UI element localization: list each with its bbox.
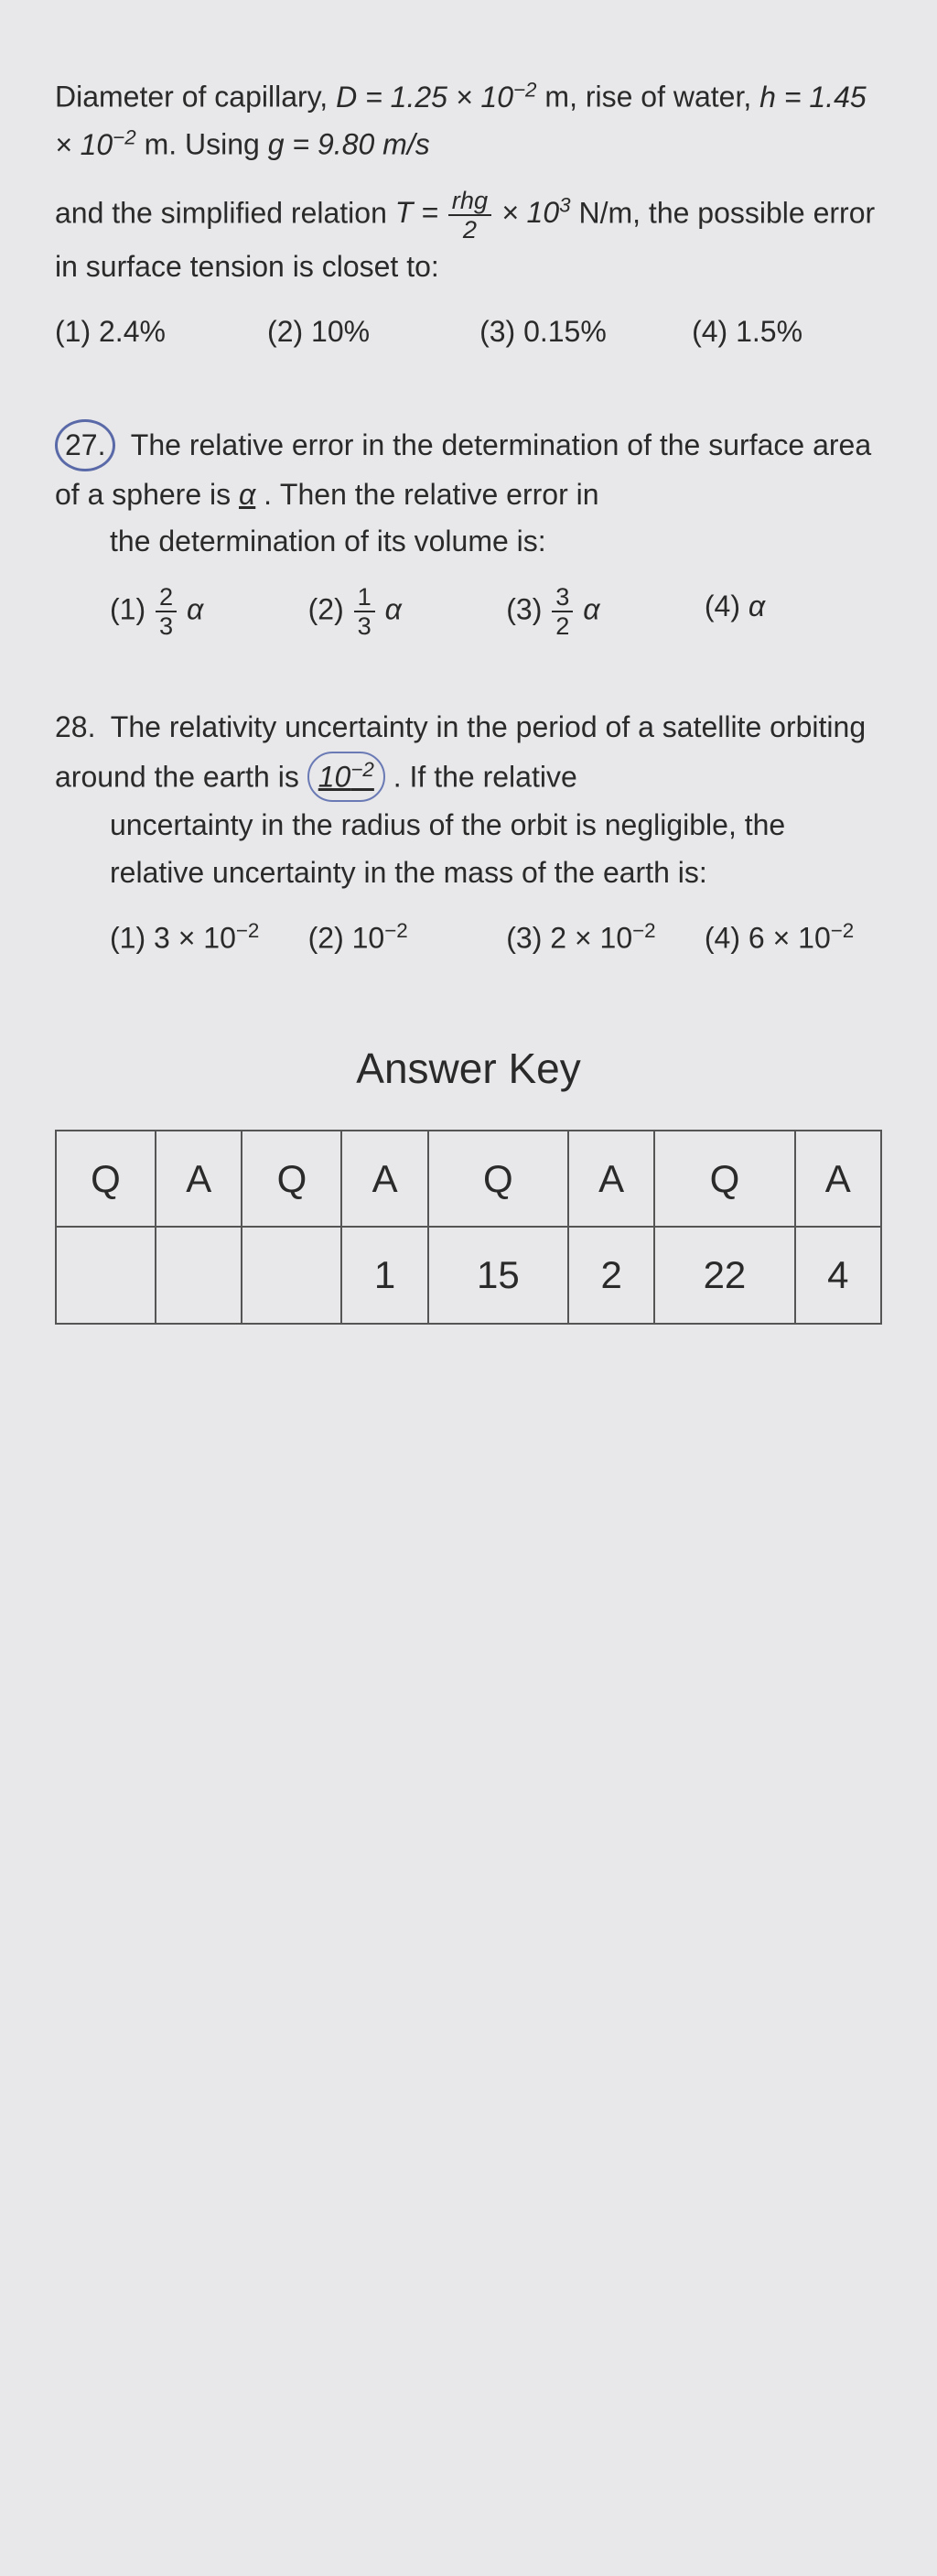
label: (1) bbox=[110, 593, 154, 626]
option-3: (3) 2 × 10−2 bbox=[506, 915, 684, 962]
exp: −2 bbox=[831, 919, 855, 942]
question-number-27: 27. bbox=[55, 419, 115, 471]
d-val: D = 1.25 × 10 bbox=[336, 81, 513, 114]
exp: −2 bbox=[236, 919, 260, 942]
option-4: (4) 6 × 10−2 bbox=[705, 915, 882, 962]
text: . If the relative bbox=[393, 760, 577, 793]
alpha: α bbox=[239, 478, 255, 511]
option-1: (1) 2.4% bbox=[55, 308, 245, 355]
pill-value: 10−2 bbox=[307, 752, 385, 803]
alpha: α bbox=[583, 593, 599, 626]
option-2: (2) 1 3 α bbox=[308, 583, 486, 640]
alpha: α bbox=[187, 593, 203, 626]
cell: 15 bbox=[428, 1227, 568, 1323]
exp: −2 bbox=[632, 919, 656, 942]
col-q: Q bbox=[56, 1131, 156, 1227]
table-row: 1 15 2 22 4 bbox=[56, 1227, 881, 1323]
denominator: 3 bbox=[156, 612, 177, 640]
intro-line-2: and the simplified relation T = rhg 2 × … bbox=[55, 187, 882, 290]
option-2: (2) 10% bbox=[267, 308, 458, 355]
q28-line-1: 28. The relativity uncertainty in the pe… bbox=[55, 704, 882, 802]
cell: 4 bbox=[795, 1227, 881, 1323]
cell: 2 bbox=[568, 1227, 654, 1323]
numerator: 1 bbox=[354, 583, 375, 612]
denominator: 2 bbox=[448, 216, 491, 244]
fraction: 2 3 bbox=[156, 583, 177, 640]
col-a: A bbox=[341, 1131, 427, 1227]
formula-d: D = 1.25 × 10−2 bbox=[336, 81, 544, 114]
question-number-28: 28. bbox=[55, 704, 95, 751]
base: 10 bbox=[318, 760, 351, 793]
exp: −2 bbox=[513, 78, 537, 101]
times: × 10 bbox=[501, 196, 559, 229]
numerator: 3 bbox=[552, 583, 573, 612]
q28-line-2: uncertainty in the radius of the orbit i… bbox=[110, 802, 882, 895]
alpha: α bbox=[385, 593, 402, 626]
fraction: rhg 2 bbox=[448, 187, 491, 244]
col-a: A bbox=[795, 1131, 881, 1227]
col-a: A bbox=[156, 1131, 242, 1227]
denominator: 3 bbox=[354, 612, 375, 640]
intro-line-1: Diameter of capillary, D = 1.25 × 10−2 m… bbox=[55, 73, 882, 168]
text: and the simplified relation bbox=[55, 196, 395, 229]
options-intro: (1) 2.4% (2) 10% (3) 0.15% (4) 1.5% bbox=[55, 308, 882, 355]
formula-t: T = rhg 2 × 103 bbox=[395, 196, 579, 229]
text: m. Using bbox=[145, 128, 268, 161]
options-27: (1) 2 3 α (2) 1 3 α (3) 3 2 α (4) bbox=[110, 583, 882, 640]
option-1: (1) 3 × 10−2 bbox=[110, 915, 287, 962]
fraction: 3 2 bbox=[552, 583, 573, 640]
exp: −2 bbox=[350, 758, 374, 781]
label: (3) 2 × 10 bbox=[506, 921, 632, 954]
numerator: 2 bbox=[156, 583, 177, 612]
q27-line-1: 27. The relative error in the determinat… bbox=[55, 419, 882, 518]
option-3: (3) 3 2 α bbox=[506, 583, 684, 640]
fraction: 1 3 bbox=[354, 583, 375, 640]
col-q: Q bbox=[242, 1131, 341, 1227]
label: (4) 6 × 10 bbox=[705, 921, 831, 954]
label: (1) 3 × 10 bbox=[110, 921, 236, 954]
exp: −2 bbox=[113, 125, 136, 148]
label: (2) 10 bbox=[308, 921, 385, 954]
text: . Then the relative error in bbox=[264, 478, 598, 511]
option-4: (4) 1.5% bbox=[692, 308, 882, 355]
col-q: Q bbox=[428, 1131, 568, 1227]
question-27: 27. The relative error in the determinat… bbox=[55, 419, 882, 640]
answer-key-table: Q A Q A Q A Q A 1 15 2 22 4 bbox=[55, 1130, 882, 1324]
cell: 1 bbox=[341, 1227, 427, 1323]
table-header-row: Q A Q A Q A Q A bbox=[56, 1131, 881, 1227]
cell bbox=[56, 1227, 156, 1323]
option-2: (2) 10−2 bbox=[308, 915, 486, 962]
question-28: 28. The relativity uncertainty in the pe… bbox=[55, 704, 882, 961]
label: (2) bbox=[308, 593, 352, 626]
cell bbox=[242, 1227, 341, 1323]
cell bbox=[156, 1227, 242, 1323]
text: Diameter of capillary, bbox=[55, 81, 336, 114]
denominator: 2 bbox=[552, 612, 573, 640]
t-eq: T = bbox=[395, 196, 447, 229]
q27-line-2: the determination of its volume is: bbox=[110, 518, 882, 565]
label: (4) bbox=[705, 590, 749, 622]
options-28: (1) 3 × 10−2 (2) 10−2 (3) 2 × 10−2 (4) 6… bbox=[110, 915, 882, 962]
question-intro: Diameter of capillary, D = 1.25 × 10−2 m… bbox=[55, 73, 882, 355]
numerator: rhg bbox=[448, 187, 491, 216]
alpha: α bbox=[749, 590, 765, 622]
exp: 3 bbox=[559, 193, 570, 216]
formula-g: g = 9.80 m/s bbox=[268, 128, 430, 161]
option-3: (3) 0.15% bbox=[479, 308, 670, 355]
col-a: A bbox=[568, 1131, 654, 1227]
option-4: (4) α bbox=[705, 583, 882, 640]
exp: −2 bbox=[384, 919, 408, 942]
text: m, rise of water, bbox=[544, 81, 759, 114]
col-q: Q bbox=[654, 1131, 794, 1227]
cell: 22 bbox=[654, 1227, 794, 1323]
label: (3) bbox=[506, 593, 550, 626]
option-1: (1) 2 3 α bbox=[110, 583, 287, 640]
answer-key-title: Answer Key bbox=[55, 1035, 882, 1103]
